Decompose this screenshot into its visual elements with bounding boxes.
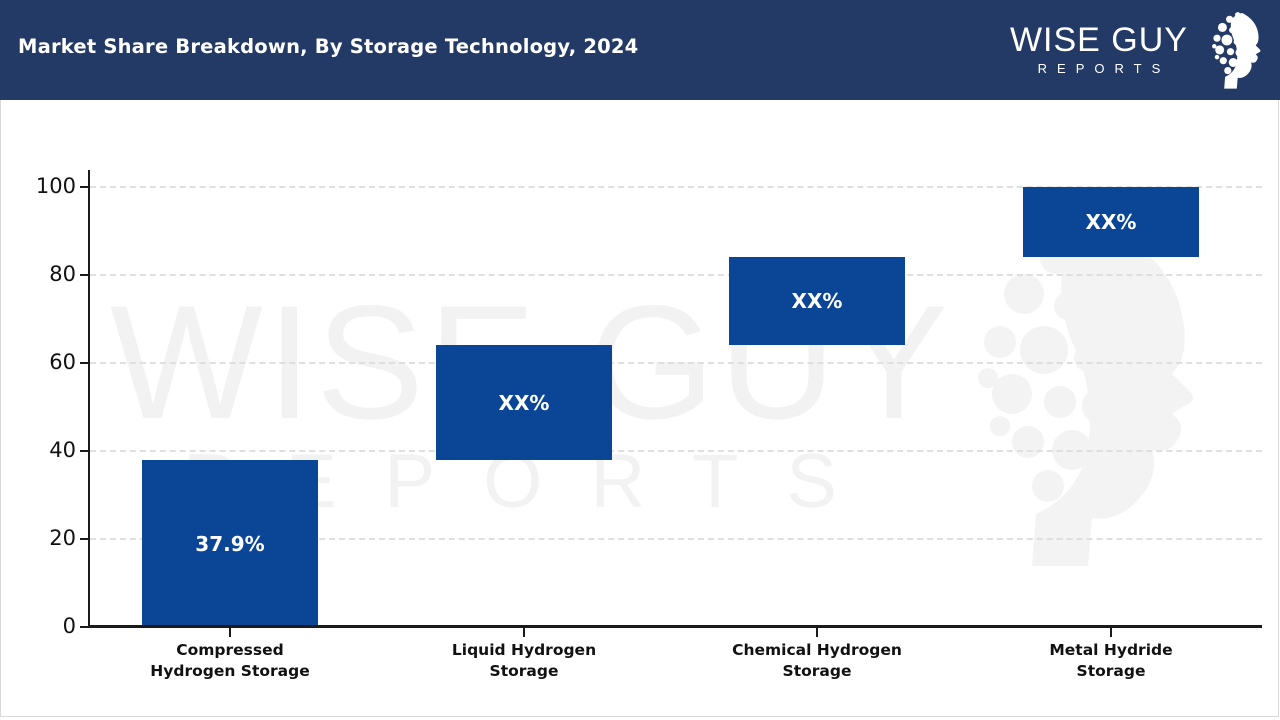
y-tick-label: 100	[35, 174, 76, 198]
y-gridline	[90, 362, 1262, 364]
bar-value-label: XX%	[791, 288, 843, 313]
waterfall-bar: XX%	[1023, 187, 1199, 257]
y-tick-mark	[80, 450, 88, 452]
x-tick-mark	[523, 628, 525, 637]
y-tick-mark	[80, 274, 88, 276]
x-category-label: Chemical Hydrogen Storage	[732, 641, 902, 680]
y-tick-label: 20	[49, 526, 76, 550]
y-gridline	[90, 186, 1262, 188]
y-gridline	[90, 274, 1262, 276]
bar-value-label: XX%	[498, 390, 550, 415]
y-tick-label: 80	[49, 262, 76, 286]
wise-guy-logo: WISE GUY REPORTS	[1010, 6, 1262, 92]
y-axis-line	[88, 170, 90, 628]
x-tick-mark	[1110, 628, 1112, 637]
x-axis-line	[88, 625, 1262, 628]
dotted-head-profile-icon	[1212, 12, 1261, 89]
logo-wordmark: WISE GUY	[1009, 21, 1188, 60]
x-category-label: Compressed Hydrogen Storage	[150, 641, 310, 680]
logo-subtext: REPORTS	[1037, 60, 1171, 76]
y-tick-mark	[80, 362, 88, 364]
waterfall-bar: 37.9%	[142, 460, 318, 627]
header-band: Market Share Breakdown, By Storage Techn…	[0, 0, 1280, 100]
x-category-label: Metal Hydride Storage	[1049, 641, 1173, 680]
waterfall-bar: XX%	[729, 256, 905, 345]
logo-wordmark-block: WISE GUY REPORTS	[1009, 21, 1188, 76]
y-tick-label: 60	[49, 350, 76, 374]
watermark-dotted-head-icon	[978, 226, 1193, 566]
page-title: Market Share Breakdown, By Storage Techn…	[18, 35, 639, 58]
y-tick-label: 40	[49, 438, 76, 462]
x-category-label: Liquid Hydrogen Storage	[451, 641, 597, 680]
y-gridline	[90, 538, 1262, 540]
y-tick-mark	[80, 186, 88, 188]
x-tick-mark	[816, 628, 818, 637]
y-tick-mark	[80, 626, 88, 628]
bar-value-label: 37.9%	[195, 531, 265, 556]
y-tick-mark	[80, 538, 88, 540]
bar-value-label: XX%	[1085, 209, 1137, 234]
y-tick-label: 0	[62, 614, 76, 638]
waterfall-bar: XX%	[436, 344, 612, 461]
y-gridline	[90, 450, 1262, 452]
x-tick-mark	[229, 628, 231, 637]
